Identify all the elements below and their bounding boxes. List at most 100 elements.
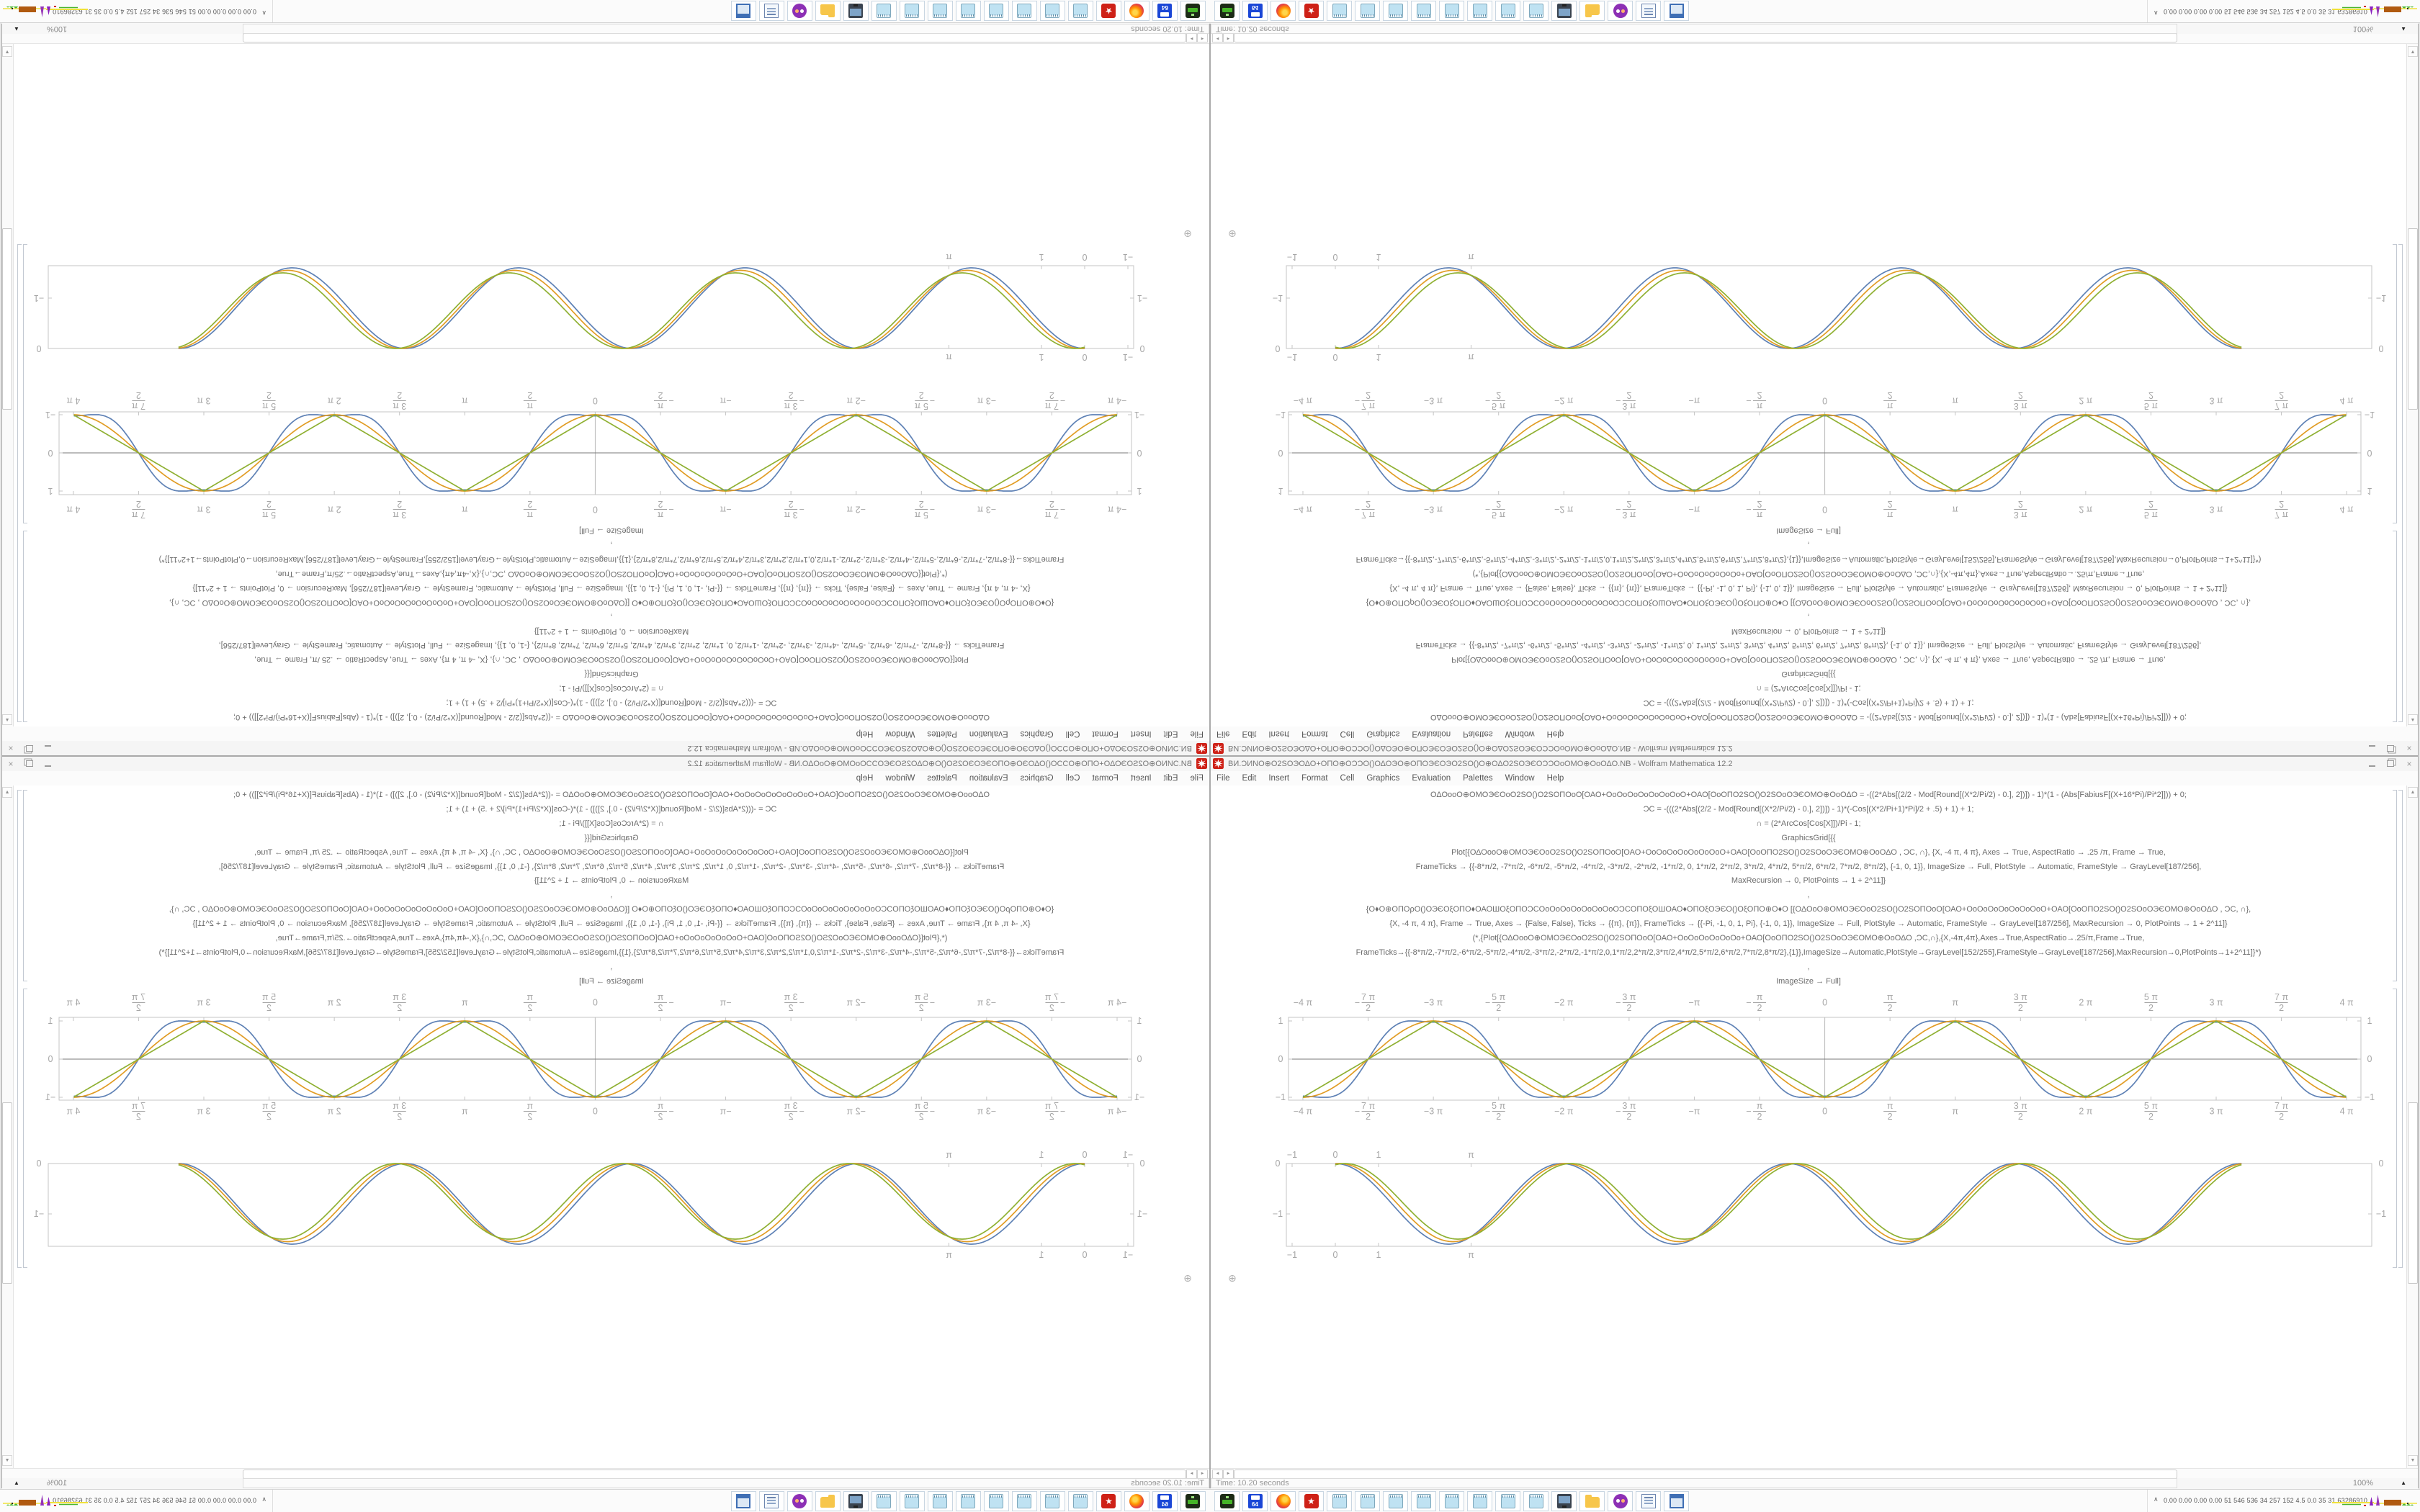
taskbar-button-notepad-3[interactable] <box>1012 1491 1037 1511</box>
menu-item-window[interactable]: Window <box>1505 729 1535 738</box>
taskbar-button-notepad-4[interactable] <box>984 1491 1009 1511</box>
insert-cell-plus-icon[interactable]: ⊕ <box>1183 228 1192 240</box>
vertical-scrollbar[interactable]: ▲ ▼ <box>2 786 14 1468</box>
menu-item-help[interactable]: Help <box>1546 774 1564 783</box>
horizontal-scrollbar[interactable]: ◄ ► <box>2 33 1209 44</box>
taskbar-button-mathematica[interactable] <box>1096 1 1121 21</box>
taskbar-button-system-monitor[interactable] <box>1214 1491 1240 1511</box>
taskbar-button-hwinfo64[interactable] <box>1152 1491 1178 1511</box>
close-button[interactable]: × <box>2406 758 2412 769</box>
scroll-up-icon[interactable]: ▲ <box>2 787 12 798</box>
taskbar-button-hwinfo64[interactable] <box>1242 1491 1268 1511</box>
taskbar-button-notepad-5[interactable] <box>1439 1 1464 21</box>
taskbar-button-notepad-8[interactable] <box>871 1 897 21</box>
taskbar-button-notepad-6[interactable] <box>1467 1 1492 21</box>
scroll-right-icon[interactable]: ► <box>1186 33 1197 42</box>
title-bar[interactable]: ВИ.ƆИΝΟ⊕Ο2SΟЭΟΔΟ+ΟΠΟ⊕ΟƆƆΟ()ΟΔΟЭΟ⊕ΟΠΟЭЄΟЭ… <box>2 741 1209 755</box>
taskbar-button-notepad-7[interactable] <box>900 1491 925 1511</box>
taskbar-button-console-window[interactable] <box>1664 1491 1689 1511</box>
scroll-down-icon[interactable]: ▼ <box>2 1455 12 1466</box>
menu-item-evaluation[interactable]: Evaluation <box>969 774 1008 783</box>
menu-item-evaluation[interactable]: Evaluation <box>1412 729 1451 738</box>
restore-button[interactable] <box>24 744 35 753</box>
vertical-scroll-thumb[interactable] <box>2408 1102 2418 1284</box>
taskbar-button-notepad-5[interactable] <box>956 1 981 21</box>
close-button[interactable]: × <box>8 743 14 754</box>
menu-item-insert[interactable]: Insert <box>1130 729 1152 738</box>
taskbar-button-purple-app[interactable] <box>1608 1491 1633 1511</box>
menu-item-graphics[interactable]: Graphics <box>1366 774 1400 783</box>
scroll-left-icon[interactable]: ◄ <box>1212 33 1223 42</box>
taskbar-button-mathematica[interactable] <box>1299 1 1324 21</box>
menu-item-evaluation[interactable]: Evaluation <box>969 729 1008 738</box>
taskbar-button-documents[interactable] <box>759 1491 784 1511</box>
menu-item-graphics[interactable]: Graphics <box>1020 774 1054 783</box>
taskbar-button-folder[interactable] <box>1579 1491 1605 1511</box>
menu-item-palettes[interactable]: Palettes <box>927 729 957 738</box>
taskbar-button-notepad-8[interactable] <box>871 1491 897 1511</box>
title-bar[interactable]: ВИ.ƆИΝΟ⊕Ο2SΟЭΟΔΟ+ΟΠΟ⊕ΟƆƆΟ()ΟΔΟЭΟ⊕ΟΠΟЭЄΟЭ… <box>2 757 1209 771</box>
menu-item-help[interactable]: Help <box>1546 729 1564 738</box>
taskbar-button-notepad-6[interactable] <box>1467 1491 1492 1511</box>
menu-item-cell[interactable]: Cell <box>1340 729 1355 738</box>
code-cell[interactable]: ΟΔΟοοΟ⊕ΟΜΟЭЄΟοΟ2SΟ()Ο2SΟΠΟοΟ[ΟΑΟ+ΟοΟοΟοΟ… <box>1211 788 2406 989</box>
restore-button[interactable] <box>24 759 35 768</box>
horizontal-scroll-thumb[interactable] <box>243 33 1186 42</box>
horizontal-scrollbar[interactable]: ◄ ► <box>1211 1468 2418 1479</box>
taskbar-button-firefox[interactable] <box>1270 1491 1296 1511</box>
taskbar-button-console-window[interactable] <box>731 1491 756 1511</box>
menu-item-insert[interactable]: Insert <box>1268 729 1290 738</box>
menu-item-file[interactable]: File <box>1216 729 1230 738</box>
taskbar-button-hwinfo64[interactable] <box>1242 1 1268 21</box>
tray-chevron-icon[interactable]: ∧ <box>261 1495 266 1503</box>
zoom-menu-arrow-icon[interactable]: ▲ <box>14 26 19 32</box>
taskbar-button-firefox[interactable] <box>1124 1491 1150 1511</box>
taskbar-button-notepad-7[interactable] <box>1495 1 1520 21</box>
scroll-down-icon[interactable]: ▼ <box>2 46 12 57</box>
zoom-level[interactable]: 100% <box>47 24 68 33</box>
taskbar-button-notepad-3[interactable] <box>1383 1 1408 21</box>
menu-item-format[interactable]: Format <box>1301 774 1328 783</box>
horizontal-scrollbar[interactable]: ◄ ► <box>2 1468 1209 1479</box>
menu-item-format[interactable]: Format <box>1301 729 1328 738</box>
scroll-down-icon[interactable]: ▼ <box>2408 1455 2418 1466</box>
taskbar-button-purple-app[interactable] <box>787 1491 812 1511</box>
menu-item-palettes[interactable]: Palettes <box>1463 774 1493 783</box>
restore-button[interactable] <box>2385 744 2396 753</box>
cell-bracket-group[interactable] <box>17 790 1209 1268</box>
taskbar-button-system-monitor[interactable] <box>1180 1491 1206 1511</box>
menu-item-graphics[interactable]: Graphics <box>1366 729 1400 738</box>
minimize-button[interactable] <box>42 744 54 753</box>
menu-item-file[interactable]: File <box>1216 774 1230 783</box>
vertical-scroll-thumb[interactable] <box>2 1102 12 1284</box>
menu-item-file[interactable]: File <box>1190 774 1204 783</box>
tray-chevron-icon[interactable]: ∧ <box>2154 9 2159 17</box>
taskbar-button-notepad-3[interactable] <box>1383 1491 1408 1511</box>
menu-item-evaluation[interactable]: Evaluation <box>1412 774 1451 783</box>
cell-bracket-group[interactable] <box>1211 244 2403 722</box>
insert-cell-plus-icon[interactable]: ⊕ <box>1228 1272 1237 1284</box>
scroll-down-icon[interactable]: ▼ <box>2408 46 2418 57</box>
taskbar-button-purple-app[interactable] <box>1608 1 1633 21</box>
taskbar-button-notepad-7[interactable] <box>1495 1491 1520 1511</box>
taskbar-button-notepad-1[interactable] <box>1327 1 1352 21</box>
menu-item-window[interactable]: Window <box>1505 774 1535 783</box>
menu-item-format[interactable]: Format <box>1092 774 1119 783</box>
title-bar[interactable]: ВИ.ƆИΝΟ⊕Ο2SΟЭΟΔΟ+ΟΠΟ⊕ΟƆƆΟ()ΟΔΟЭΟ⊕ΟΠΟЭЄΟЭ… <box>1211 741 2418 755</box>
vertical-scroll-thumb[interactable] <box>2 228 12 410</box>
minimize-button[interactable] <box>42 759 54 768</box>
menu-item-window[interactable]: Window <box>885 774 915 783</box>
menu-item-insert[interactable]: Insert <box>1268 774 1290 783</box>
menu-item-palettes[interactable]: Palettes <box>927 774 957 783</box>
taskbar-button-mathematica[interactable] <box>1096 1491 1121 1511</box>
cell-bracket-group[interactable] <box>17 244 1209 722</box>
taskbar-button-folder[interactable] <box>1579 1 1605 21</box>
menu-item-help[interactable]: Help <box>856 729 874 738</box>
insert-cell-plus-icon[interactable]: ⊕ <box>1183 1272 1192 1284</box>
zoom-level[interactable]: 100% <box>47 1479 68 1488</box>
taskbar-button-console-window[interactable] <box>731 1 756 21</box>
taskbar-button-system-monitor[interactable] <box>1180 1 1206 21</box>
menu-item-cell[interactable]: Cell <box>1340 774 1355 783</box>
zoom-level[interactable]: 100% <box>2352 1479 2373 1488</box>
menu-item-edit[interactable]: Edit <box>1242 729 1257 738</box>
